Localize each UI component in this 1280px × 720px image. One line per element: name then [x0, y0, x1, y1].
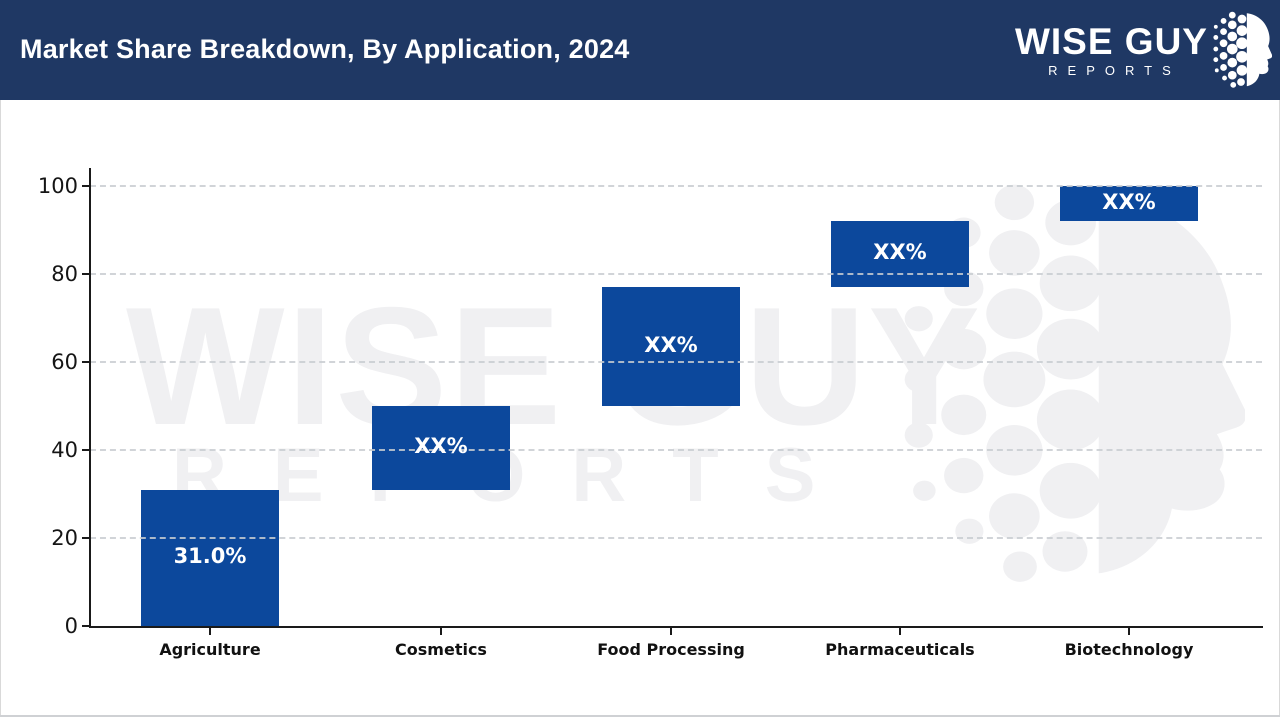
bar-cosmetics [372, 406, 510, 490]
y-tick-60 [82, 361, 89, 363]
x-tick-0 [209, 628, 211, 635]
y-tick-20 [82, 537, 89, 539]
x-category-label: Agriculture [159, 640, 261, 659]
y-tick-label-100: 100 [37, 174, 78, 198]
y-tick-0 [82, 625, 89, 627]
x-category-label: Biotechnology [1064, 640, 1194, 659]
y-tick-label-60: 60 [51, 350, 78, 374]
logo-subtitle: REPORTS [1048, 62, 1181, 78]
logo-title: WISE GUY [1014, 20, 1208, 62]
gridline-100 [90, 185, 1262, 187]
bar-value-label: XX% [414, 433, 468, 458]
bar-value-label: 31.0% [173, 543, 247, 568]
x-tick-4 [1128, 628, 1130, 635]
gridline-20 [90, 537, 1262, 539]
watermark-text: WISE GUY [126, 272, 983, 460]
y-tick-40 [82, 449, 89, 451]
y-tick-100 [82, 185, 89, 187]
gridline-40 [90, 449, 1262, 451]
y-tick-label-80: 80 [51, 262, 78, 286]
bar-agriculture [141, 489, 279, 626]
footer-rule [0, 715, 1280, 717]
x-category-label: Food Processing [597, 640, 745, 659]
wise-guy-logo: WISE GUY REPORTS [1015, 0, 1272, 100]
x-category-label: Cosmetics [395, 640, 487, 659]
header-bar: Market Share Breakdown, By Application, … [0, 0, 1280, 100]
y-tick-label-40: 40 [51, 438, 78, 462]
bar-food-processing [602, 287, 740, 406]
bar-value-label: XX% [873, 240, 927, 265]
gridline-80 [90, 273, 1262, 275]
x-tick-1 [440, 628, 442, 635]
x-category-label: Pharmaceuticals [825, 640, 975, 659]
bar-value-label: XX% [1102, 189, 1156, 214]
y-tick-80 [82, 273, 89, 275]
bar-pharmaceuticals [831, 221, 969, 288]
y-axis-line [89, 168, 91, 628]
page-title: Market Share Breakdown, By Application, … [20, 34, 630, 64]
y-tick-label-0: 0 [64, 614, 78, 638]
gridline-60 [90, 361, 1262, 363]
logo-wordmark: WISE GUY REPORTS [1015, 23, 1208, 78]
x-axis-line [89, 626, 1263, 628]
x-tick-3 [899, 628, 901, 635]
bar-value-label: XX% [644, 332, 698, 357]
bar-biotechnology [1060, 186, 1198, 222]
y-tick-label-20: 20 [51, 526, 78, 550]
x-tick-2 [670, 628, 672, 635]
